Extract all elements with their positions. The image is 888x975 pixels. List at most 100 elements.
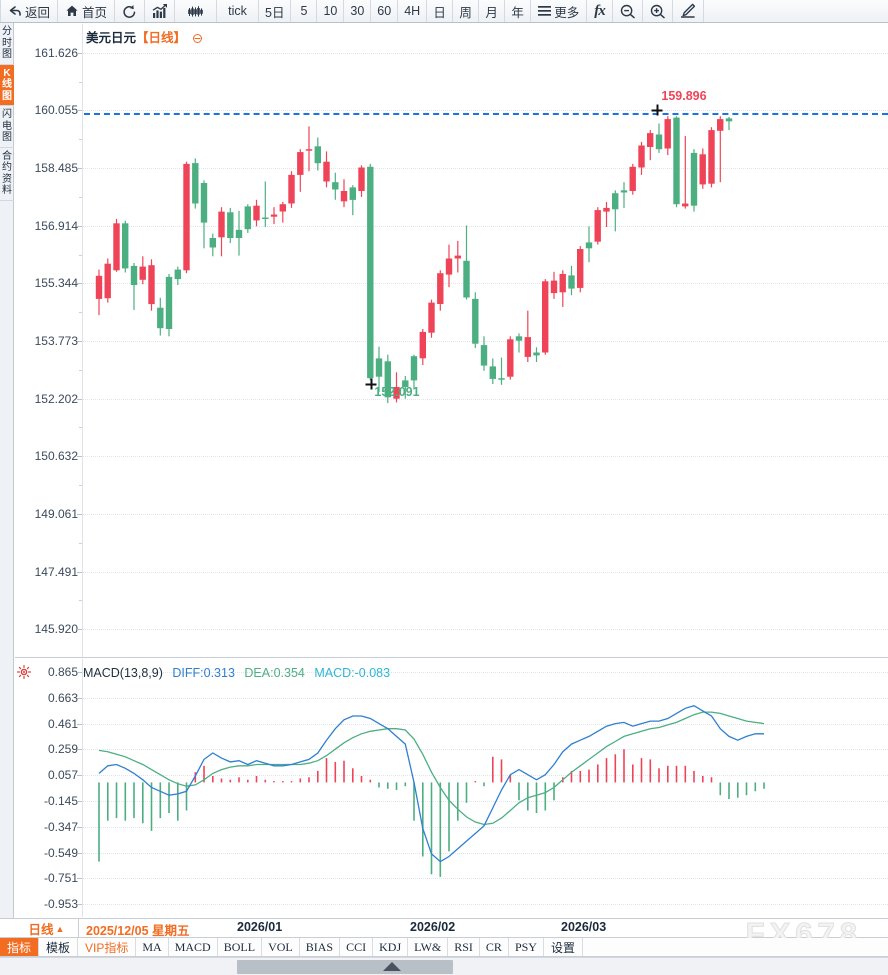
- period-month-button-label: 月: [485, 5, 498, 20]
- tick-button[interactable]: tick: [217, 0, 260, 22]
- price-axis-tick-label: 145.920: [34, 622, 78, 637]
- period-5d-button-label: 5日: [265, 5, 285, 20]
- home-button-label: 首页: [82, 5, 108, 20]
- sidebar-item-lightning-label: 闪电图: [2, 109, 12, 143]
- macd-axis-tick: [77, 800, 82, 802]
- price-axis-tick-label: 149.061: [34, 506, 78, 521]
- tab-ma[interactable]: MA: [136, 938, 169, 956]
- macd-axis-tick-label: -0.347: [43, 819, 78, 834]
- draw-button[interactable]: [673, 0, 704, 22]
- price-axis-minor-tick: [79, 312, 82, 314]
- price-axis-tick: [77, 571, 82, 573]
- chart-title: 美元日元【日线】: [86, 27, 202, 46]
- candlestick-series: [95, 116, 733, 404]
- pencil-icon: [680, 3, 696, 19]
- period-60m-button[interactable]: 60: [371, 0, 399, 22]
- sidebar-item-lightning[interactable]: 闪电图: [0, 106, 14, 148]
- tab-macd[interactable]: MACD: [169, 938, 218, 956]
- cursor-weekday: 星期五: [152, 924, 190, 938]
- tab-zhibiao[interactable]: 指标: [0, 938, 40, 956]
- macd-axis-tick: [77, 852, 82, 854]
- period-day-button[interactable]: 日: [427, 0, 454, 22]
- period-5m-button-label: 5: [300, 4, 308, 18]
- macd-axis-tick: [77, 697, 82, 699]
- macd-chart-pane[interactable]: 0.865 0.663 0.461 0.259 0.057 -0.145 -0.347 -0.…: [15, 659, 888, 917]
- price-gridline: [82, 571, 888, 573]
- tab-shezhi-label: 设置: [550, 940, 575, 955]
- back-button[interactable]: 返回: [0, 0, 59, 22]
- horizontal-scrollbar[interactable]: [0, 957, 888, 975]
- tab-cr[interactable]: CR: [480, 938, 509, 956]
- tab-lw[interactable]: LW&: [408, 938, 449, 956]
- period-60m-button-label: 60: [377, 4, 392, 18]
- macd-axis-tick-label: 0.663: [47, 690, 78, 705]
- macd-axis-tick: [77, 749, 82, 751]
- price-chart-pane[interactable]: 161.626 160.055 158.485 156.914 155.344 153.7…: [15, 24, 888, 658]
- macd-gridline: [82, 671, 888, 673]
- scrollbar-center-arrow-icon[interactable]: [383, 962, 401, 971]
- info-circle-icon[interactable]: [192, 32, 202, 46]
- period-year-button[interactable]: 年: [505, 0, 532, 22]
- period-5m-button[interactable]: 5: [291, 0, 318, 22]
- period-selector-label: 日线: [28, 923, 54, 937]
- top-toolbar: 返回 首页 tick 5日 5 10 30 60 4H 日周月年 更多 fx: [0, 0, 888, 23]
- tab-cci-label: CCI: [346, 939, 367, 954]
- tab-boll[interactable]: BOLL: [218, 938, 263, 956]
- tab-vol[interactable]: VOL: [262, 938, 300, 956]
- tab-cci[interactable]: CCI: [340, 938, 374, 956]
- period-5d-button[interactable]: 5日: [259, 0, 292, 22]
- tab-vip[interactable]: VIP指标: [78, 938, 137, 956]
- macd-axis-tick-label: 0.461: [47, 716, 78, 731]
- tab-bias-label: BIAS: [305, 939, 334, 954]
- period-30m-button[interactable]: 30: [344, 0, 372, 22]
- refresh-icon: [122, 4, 137, 19]
- cursor-date-readout: 2025/12/05 星期五: [86, 920, 190, 939]
- period-month-button[interactable]: 月: [479, 0, 506, 22]
- macd-indicator-name: MACD(13,8,9): [83, 666, 163, 680]
- price-axis-tick-label: 161.626: [34, 45, 78, 60]
- back-arrow-icon: [8, 4, 22, 18]
- tab-psy[interactable]: PSY: [509, 938, 544, 956]
- tab-kdj[interactable]: KDJ: [373, 938, 409, 956]
- macd-gridline: [82, 723, 888, 725]
- more-button[interactable]: 更多: [531, 0, 588, 22]
- macd-axis-tick-label: -0.549: [43, 845, 78, 860]
- macd-gridline: [82, 749, 888, 751]
- macd-dea-value: DEA:0.354: [244, 666, 305, 680]
- period-selector[interactable]: 日线 ▲: [15, 919, 79, 938]
- sidebar-item-kline[interactable]: K线图: [0, 64, 14, 106]
- sidebar-item-contract[interactable]: 合约资料: [0, 148, 14, 201]
- period-week-button[interactable]: 周: [453, 0, 480, 22]
- macd-gridline: [82, 800, 888, 802]
- tab-bias[interactable]: BIAS: [300, 938, 341, 956]
- period-4h-button[interactable]: 4H: [398, 0, 428, 22]
- sidebar-item-timeshare[interactable]: 分时图: [0, 23, 14, 65]
- tab-lw-label: LW&: [414, 939, 442, 954]
- macd-axis-tick: [77, 904, 82, 906]
- bar-chart-button[interactable]: [145, 0, 176, 22]
- price-axis-tick-label: 156.914: [34, 218, 78, 233]
- sidebar-item-contract-label: 合约资料: [2, 150, 12, 197]
- tab-vol-label: VOL: [268, 939, 293, 954]
- price-axis-tick-label: 147.491: [34, 564, 78, 579]
- macd-diff-value: DIFF:0.313: [172, 666, 235, 680]
- tab-rsi[interactable]: RSI: [448, 938, 480, 956]
- scrollbar-thumb[interactable]: [237, 960, 453, 974]
- tab-rsi-label: RSI: [454, 939, 473, 954]
- price-axis-tick: [77, 513, 82, 515]
- tab-shezhi[interactable]: 设置: [544, 938, 583, 956]
- period-10m-button[interactable]: 10: [317, 0, 345, 22]
- tab-muban[interactable]: 模板: [39, 938, 79, 956]
- zoom-in-button[interactable]: [643, 0, 673, 22]
- tab-vip-label: VIP指标: [85, 940, 129, 955]
- price-axis-minor-tick: [79, 542, 82, 544]
- tab-boll-label: BOLL: [223, 939, 256, 954]
- zoom-out-button[interactable]: [613, 0, 643, 22]
- refresh-button[interactable]: [115, 0, 146, 22]
- candlestick-button[interactable]: [175, 0, 218, 22]
- home-button[interactable]: 首页: [58, 0, 116, 22]
- formula-button[interactable]: fx: [587, 0, 613, 22]
- sun-icon[interactable]: [17, 665, 31, 684]
- price-axis-minor-tick: [79, 485, 82, 487]
- price-axis-tick-label: 160.055: [34, 103, 78, 118]
